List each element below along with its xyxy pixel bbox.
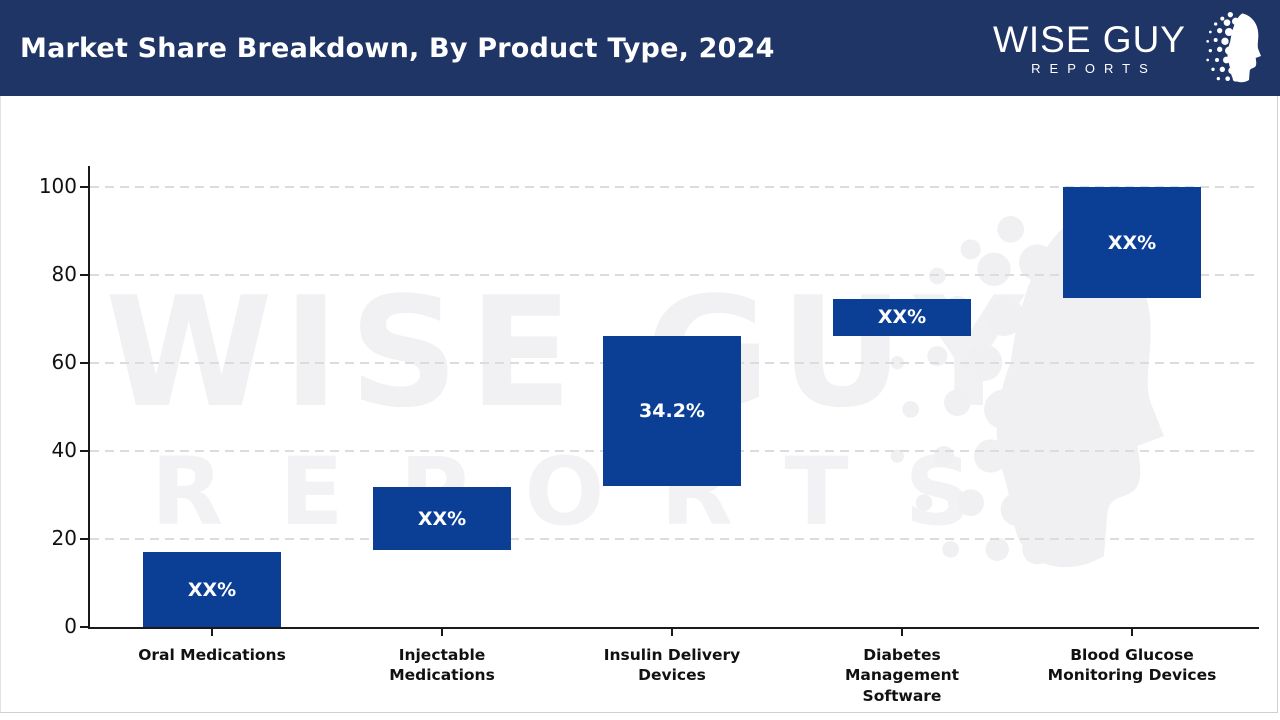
y-axis-line [88, 166, 90, 629]
y-tick-mark [80, 186, 88, 188]
bar-2: 34.2% [603, 335, 741, 487]
page-title: Market Share Breakdown, By Product Type,… [20, 32, 775, 64]
y-tick-label: 0 [64, 614, 77, 638]
category-label: Oral Medications [138, 646, 286, 664]
y-tick-mark [80, 538, 88, 540]
category-label: Blood Glucose Monitoring Devices [1047, 646, 1217, 685]
x-tick-mark [441, 629, 443, 636]
category-label: Injectable Medications [389, 646, 495, 685]
plot-area: 0 20 40 60 80 100 XX% Oral Medications XX% Inject… [1, 96, 1277, 712]
bar-3: XX% [833, 299, 971, 336]
x-axis-line [88, 627, 1259, 629]
logo-head-icon [1206, 12, 1261, 83]
y-tick-label: 60 [51, 350, 77, 374]
chart-canvas: WISE GUY REPORTS 0 20 40 60 80 100 XX% Oral Med… [0, 96, 1278, 713]
gridline-100 [90, 186, 1256, 188]
y-tick-mark [80, 450, 88, 452]
bar-value-label: XX% [187, 578, 237, 601]
x-tick-mark [1131, 629, 1133, 636]
logo-wordmark-sub: REPORTS [1031, 61, 1157, 76]
gridline-20 [90, 538, 1256, 540]
bar-4: XX% [1063, 187, 1201, 299]
y-tick-mark [80, 274, 88, 276]
bar-value-label: XX% [1107, 231, 1157, 254]
y-tick-label: 80 [51, 262, 77, 286]
y-tick-mark [80, 626, 88, 628]
gridline-80 [90, 274, 1256, 276]
bar-value-label: XX% [877, 306, 927, 329]
bar-0: XX% [143, 552, 281, 627]
y-tick-mark [80, 362, 88, 364]
brand-logo: WISE GUY REPORTS [993, 8, 1266, 88]
logo-wordmark: WISE GUY REPORTS [993, 21, 1186, 75]
category-label: Insulin Delivery Devices [603, 646, 741, 685]
bar-1: XX% [373, 487, 511, 550]
x-tick-mark [211, 629, 213, 636]
logo-wordmark-main: WISE GUY [992, 19, 1186, 60]
x-tick-mark [671, 629, 673, 636]
header-bar: Market Share Breakdown, By Product Type,… [0, 0, 1280, 96]
y-tick-label: 40 [51, 438, 77, 462]
bar-value-label: 34.2% [639, 399, 705, 422]
category-label: Diabetes Management Software [844, 646, 960, 705]
bar-value-label: XX% [417, 507, 467, 530]
x-tick-mark [901, 629, 903, 636]
y-tick-label: 100 [38, 174, 77, 198]
y-tick-label: 20 [51, 526, 77, 550]
